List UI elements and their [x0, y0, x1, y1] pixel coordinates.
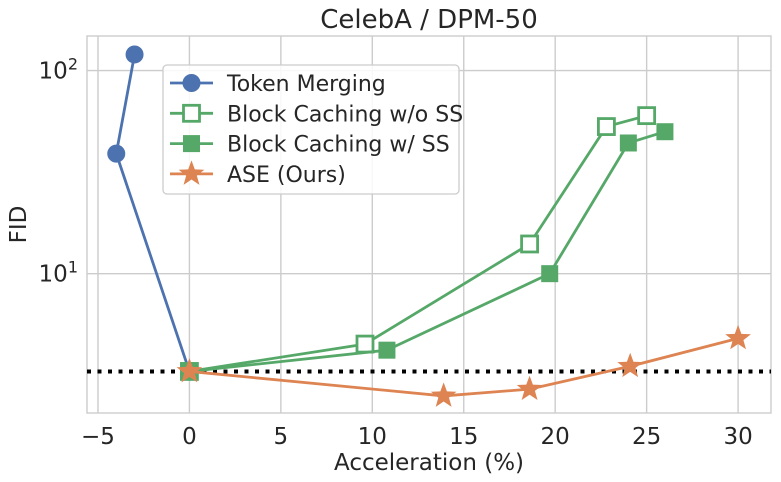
legend-item-block-caching-w-o-ss: Block Caching w/o SS [170, 102, 463, 127]
data-point-square-open [355, 334, 375, 354]
x-tick-label: 10 [358, 424, 387, 450]
y-axis-label: FID [6, 206, 32, 244]
legend-box [162, 64, 460, 195]
data-point-square-filled [541, 265, 559, 283]
series-ase-ours [176, 324, 751, 407]
chart-title: CelebA / DPM-50 [320, 5, 538, 35]
legend-item-ase-ours: ASE (Ours) [170, 160, 346, 188]
series-layer [87, 45, 771, 407]
data-point-star [430, 382, 457, 407]
legend-label: Token Merging [226, 72, 386, 97]
legend-label: ASE (Ours) [227, 163, 346, 188]
data-point-star [617, 352, 644, 378]
x-tick-label: 15 [449, 424, 478, 450]
legend: Token Merging Block Caching w/o SS Block C… [162, 64, 463, 195]
data-point-square-open [597, 117, 616, 136]
plot-border [86, 35, 772, 414]
y-tick-label: 101 [39, 258, 78, 288]
data-point-circle [182, 74, 201, 92]
data-point-square-filled [378, 341, 396, 359]
data-point-star [516, 375, 543, 401]
x-tick-label: 30 [723, 424, 752, 450]
data-point-circle [107, 144, 126, 163]
y-tick-label: 102 [39, 55, 78, 85]
legend-label: Block Caching w/o SS [227, 102, 463, 127]
legend-item-block-caching-w-ss: Block Caching w/ SS [170, 133, 450, 158]
data-point-square-filled [183, 135, 200, 153]
data-point-square-filled [619, 134, 637, 152]
data-point-square-open [182, 103, 201, 123]
data-point-circle [125, 45, 144, 64]
x-tick-label: 5 [274, 424, 289, 450]
tick-label-layer: −5 0 5 10 15 20 25 30 101 102 [39, 55, 753, 450]
data-point-square-open [637, 106, 657, 126]
x-tick-label: −5 [81, 424, 115, 450]
data-point-star [176, 357, 203, 383]
x-tick-label: 20 [541, 424, 570, 450]
x-axis-label: Acceleration (%) [334, 450, 524, 476]
data-point-star [725, 324, 751, 350]
data-point-square-filled [656, 123, 674, 141]
data-point-star [178, 160, 205, 185]
x-tick-label: 0 [182, 424, 197, 450]
legend-label: Block Caching w/ SS [227, 133, 450, 158]
data-point-square-open [520, 234, 539, 254]
legend-item-token-merging: Token Merging [170, 72, 386, 97]
x-tick-label: 25 [632, 424, 661, 450]
